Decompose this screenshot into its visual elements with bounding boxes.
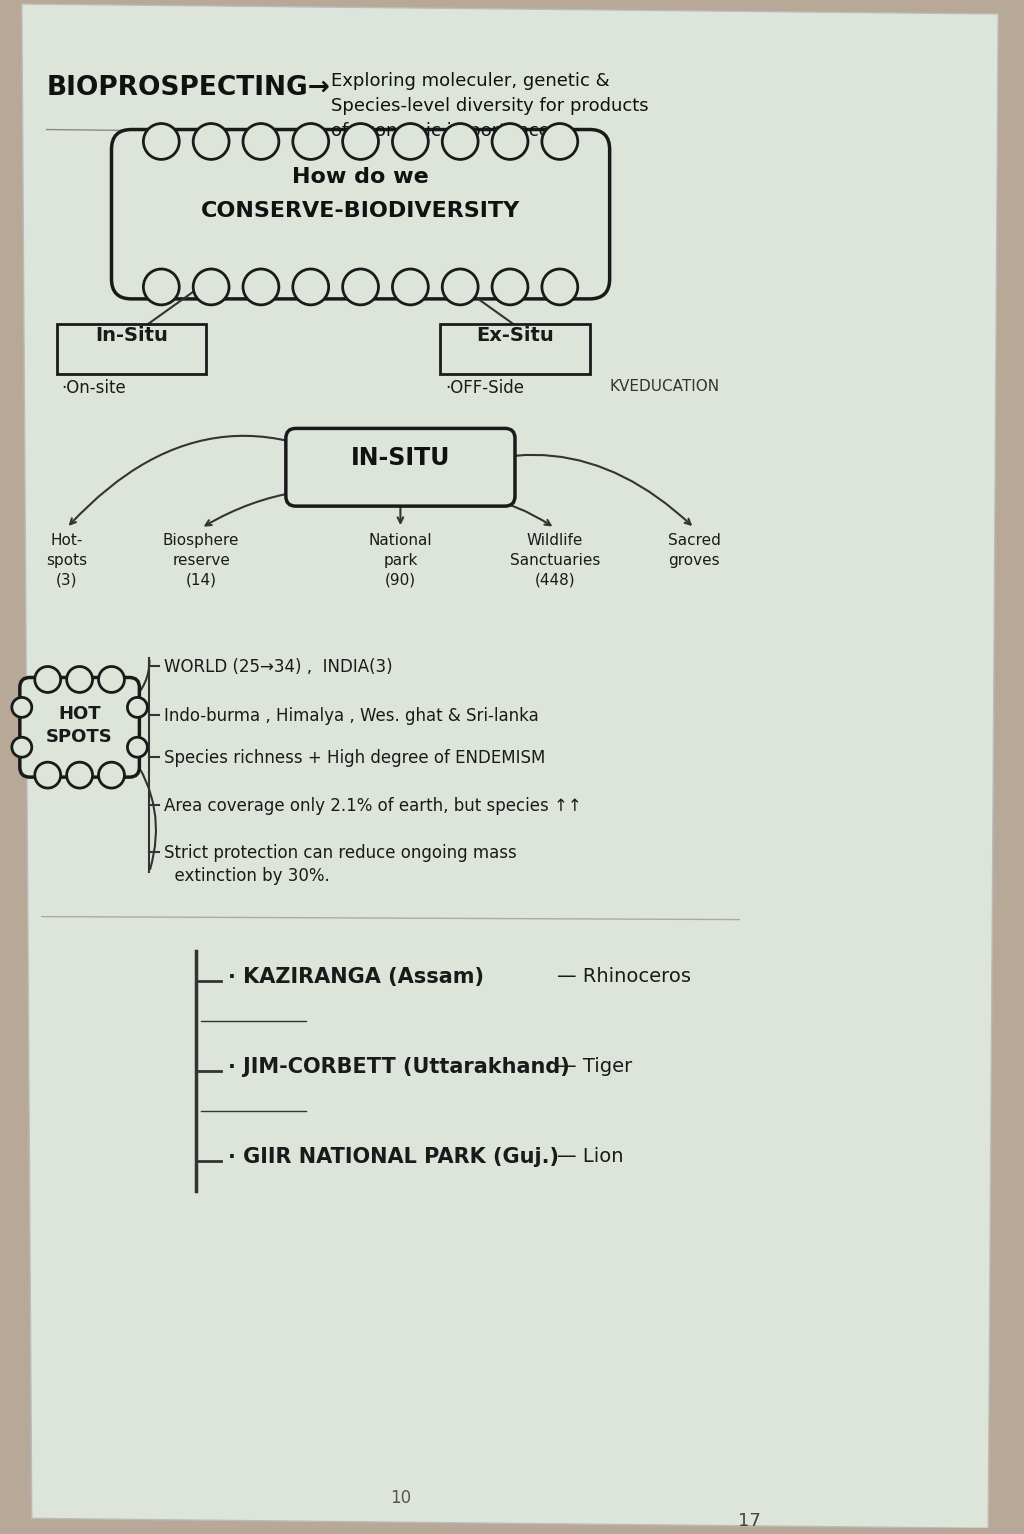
Text: 10: 10 xyxy=(390,1490,411,1508)
FancyBboxPatch shape xyxy=(56,324,206,374)
Text: HOT
SPOTS: HOT SPOTS xyxy=(46,706,113,746)
Circle shape xyxy=(392,124,428,160)
Circle shape xyxy=(243,268,279,305)
Text: · GIIR NATIONAL PARK (Guj.): · GIIR NATIONAL PARK (Guj.) xyxy=(228,1147,559,1167)
FancyBboxPatch shape xyxy=(440,324,590,374)
Polygon shape xyxy=(22,5,998,1528)
Text: National
park
(90): National park (90) xyxy=(369,532,432,588)
Circle shape xyxy=(293,124,329,160)
Circle shape xyxy=(442,124,478,160)
Circle shape xyxy=(493,124,528,160)
Text: Biosphere
reserve
(14): Biosphere reserve (14) xyxy=(163,532,240,588)
Text: Strict protection can reduce ongoing mass
  extinction by 30%.: Strict protection can reduce ongoing mas… xyxy=(164,844,517,885)
Text: How do we: How do we xyxy=(292,167,429,187)
Circle shape xyxy=(35,762,60,788)
Text: CONSERVE-BIODIVERSITY: CONSERVE-BIODIVERSITY xyxy=(201,201,520,221)
Circle shape xyxy=(127,698,147,718)
Circle shape xyxy=(343,268,379,305)
Text: Wildlife
Sanctuaries
(448): Wildlife Sanctuaries (448) xyxy=(510,532,600,588)
FancyBboxPatch shape xyxy=(286,428,515,506)
Text: Area coverage only 2.1% of earth, but species ↑↑: Area coverage only 2.1% of earth, but sp… xyxy=(164,798,582,815)
Text: Species richness + High degree of ENDEMISM: Species richness + High degree of ENDEMI… xyxy=(164,749,546,767)
Circle shape xyxy=(542,124,578,160)
Circle shape xyxy=(542,268,578,305)
Circle shape xyxy=(442,268,478,305)
Circle shape xyxy=(67,762,92,788)
Text: — Rhinoceros: — Rhinoceros xyxy=(557,968,691,986)
Circle shape xyxy=(67,666,92,692)
Text: — Lion: — Lion xyxy=(557,1147,624,1166)
Circle shape xyxy=(392,268,428,305)
FancyBboxPatch shape xyxy=(19,678,139,778)
Circle shape xyxy=(343,124,379,160)
Circle shape xyxy=(98,762,125,788)
Text: In-Situ: In-Situ xyxy=(95,325,168,345)
Circle shape xyxy=(35,666,60,692)
Text: Hot-
spots
(3): Hot- spots (3) xyxy=(46,532,87,588)
Circle shape xyxy=(98,666,125,692)
Circle shape xyxy=(143,268,179,305)
Text: — Tiger: — Tiger xyxy=(557,1057,632,1075)
Text: Ex-Situ: Ex-Situ xyxy=(476,325,554,345)
Circle shape xyxy=(143,124,179,160)
Circle shape xyxy=(243,124,279,160)
Text: · JIM-CORBETT (Uttarakhand): · JIM-CORBETT (Uttarakhand) xyxy=(228,1057,569,1077)
Text: 17: 17 xyxy=(737,1513,761,1531)
Text: ·On-site: ·On-site xyxy=(61,379,126,397)
Text: Sacred
groves: Sacred groves xyxy=(668,532,721,568)
Circle shape xyxy=(194,124,229,160)
Text: Indo-burma , Himalya , Wes. ghat & Sri-lanka: Indo-burma , Himalya , Wes. ghat & Sri-l… xyxy=(164,707,539,726)
Circle shape xyxy=(194,268,229,305)
Circle shape xyxy=(127,738,147,758)
FancyBboxPatch shape xyxy=(112,129,609,299)
Text: IN-SITU: IN-SITU xyxy=(351,446,451,471)
Circle shape xyxy=(293,268,329,305)
Text: · KAZIRANGA (Assam): · KAZIRANGA (Assam) xyxy=(228,968,484,988)
Circle shape xyxy=(12,698,32,718)
Circle shape xyxy=(493,268,528,305)
Text: KVEDUCATION: KVEDUCATION xyxy=(609,379,720,394)
Text: WORLD (25→34) ,  INDIA(3): WORLD (25→34) , INDIA(3) xyxy=(164,658,393,675)
Text: Exploring moleculer, genetic &
Species-level diversity for products
of economic : Exploring moleculer, genetic & Species-l… xyxy=(331,72,648,140)
Text: BIOPROSPECTING→: BIOPROSPECTING→ xyxy=(47,75,331,101)
Text: ·OFF-Side: ·OFF-Side xyxy=(445,379,524,397)
Circle shape xyxy=(12,738,32,758)
